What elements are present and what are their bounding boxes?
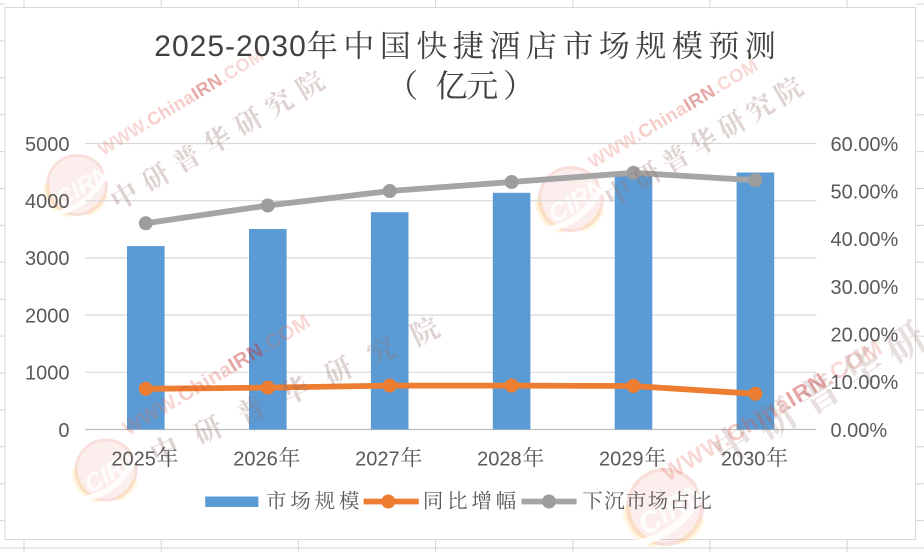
- svg-text:40.00%: 40.00%: [831, 229, 899, 251]
- svg-text:20.00%: 20.00%: [831, 325, 899, 347]
- svg-text:1000: 1000: [25, 363, 70, 385]
- svg-text:5000: 5000: [25, 134, 70, 156]
- svg-text:3000: 3000: [25, 248, 70, 270]
- svg-text:50.00%: 50.00%: [831, 182, 899, 204]
- svg-text:60.00%: 60.00%: [831, 134, 899, 156]
- svg-text:10.00%: 10.00%: [831, 372, 899, 394]
- svg-text:2028: 2028: [477, 449, 521, 471]
- svg-text:4000: 4000: [25, 191, 70, 213]
- svg-text:2025-2030: 2025-2030: [154, 30, 306, 63]
- svg-text:2000: 2000: [25, 305, 70, 327]
- svg-text:0.00%: 0.00%: [831, 420, 888, 442]
- svg-text:2025: 2025: [111, 449, 156, 471]
- svg-text:0: 0: [58, 420, 69, 442]
- svg-text:2029: 2029: [599, 449, 644, 471]
- svg-text:2026: 2026: [233, 449, 278, 471]
- svg-text:2030: 2030: [721, 449, 766, 471]
- svg-text:2027: 2027: [355, 449, 400, 471]
- svg-text:30.00%: 30.00%: [831, 277, 899, 299]
